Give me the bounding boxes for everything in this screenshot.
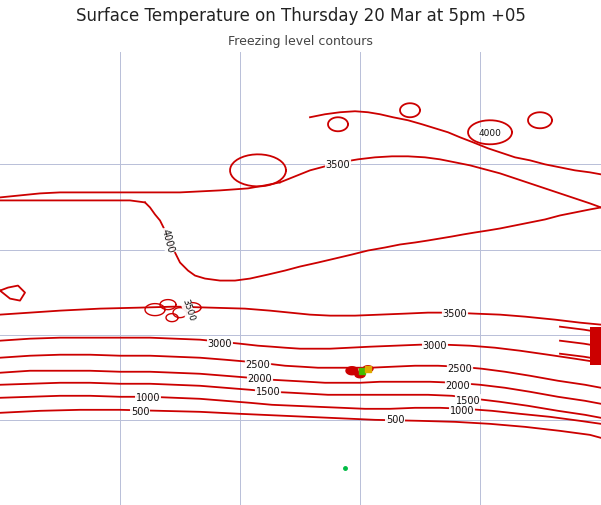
Polygon shape — [355, 372, 365, 378]
Text: 4000: 4000 — [478, 129, 501, 137]
Text: 1500: 1500 — [456, 395, 480, 405]
Text: 1500: 1500 — [255, 386, 280, 396]
Text: 1000: 1000 — [450, 405, 474, 415]
Text: 3000: 3000 — [208, 338, 232, 348]
Polygon shape — [363, 366, 373, 372]
Text: 500: 500 — [386, 414, 404, 424]
Text: 2500: 2500 — [246, 359, 270, 369]
Text: 2500: 2500 — [448, 363, 472, 373]
Text: 4000: 4000 — [160, 228, 176, 254]
Text: Surface Temperature on Thursday 20 Mar at 5pm +05: Surface Temperature on Thursday 20 Mar a… — [76, 7, 525, 25]
Text: 2000: 2000 — [248, 373, 272, 383]
Text: 3500: 3500 — [180, 298, 196, 322]
Text: 3000: 3000 — [423, 340, 447, 350]
Text: 500: 500 — [131, 406, 149, 416]
Text: 1000: 1000 — [136, 392, 160, 402]
Text: 2000: 2000 — [446, 380, 471, 390]
Bar — [590, 327, 601, 365]
Text: Freezing level contours: Freezing level contours — [228, 35, 373, 48]
Polygon shape — [346, 367, 358, 375]
Text: 3500: 3500 — [443, 308, 468, 318]
Text: 3500: 3500 — [326, 160, 350, 170]
